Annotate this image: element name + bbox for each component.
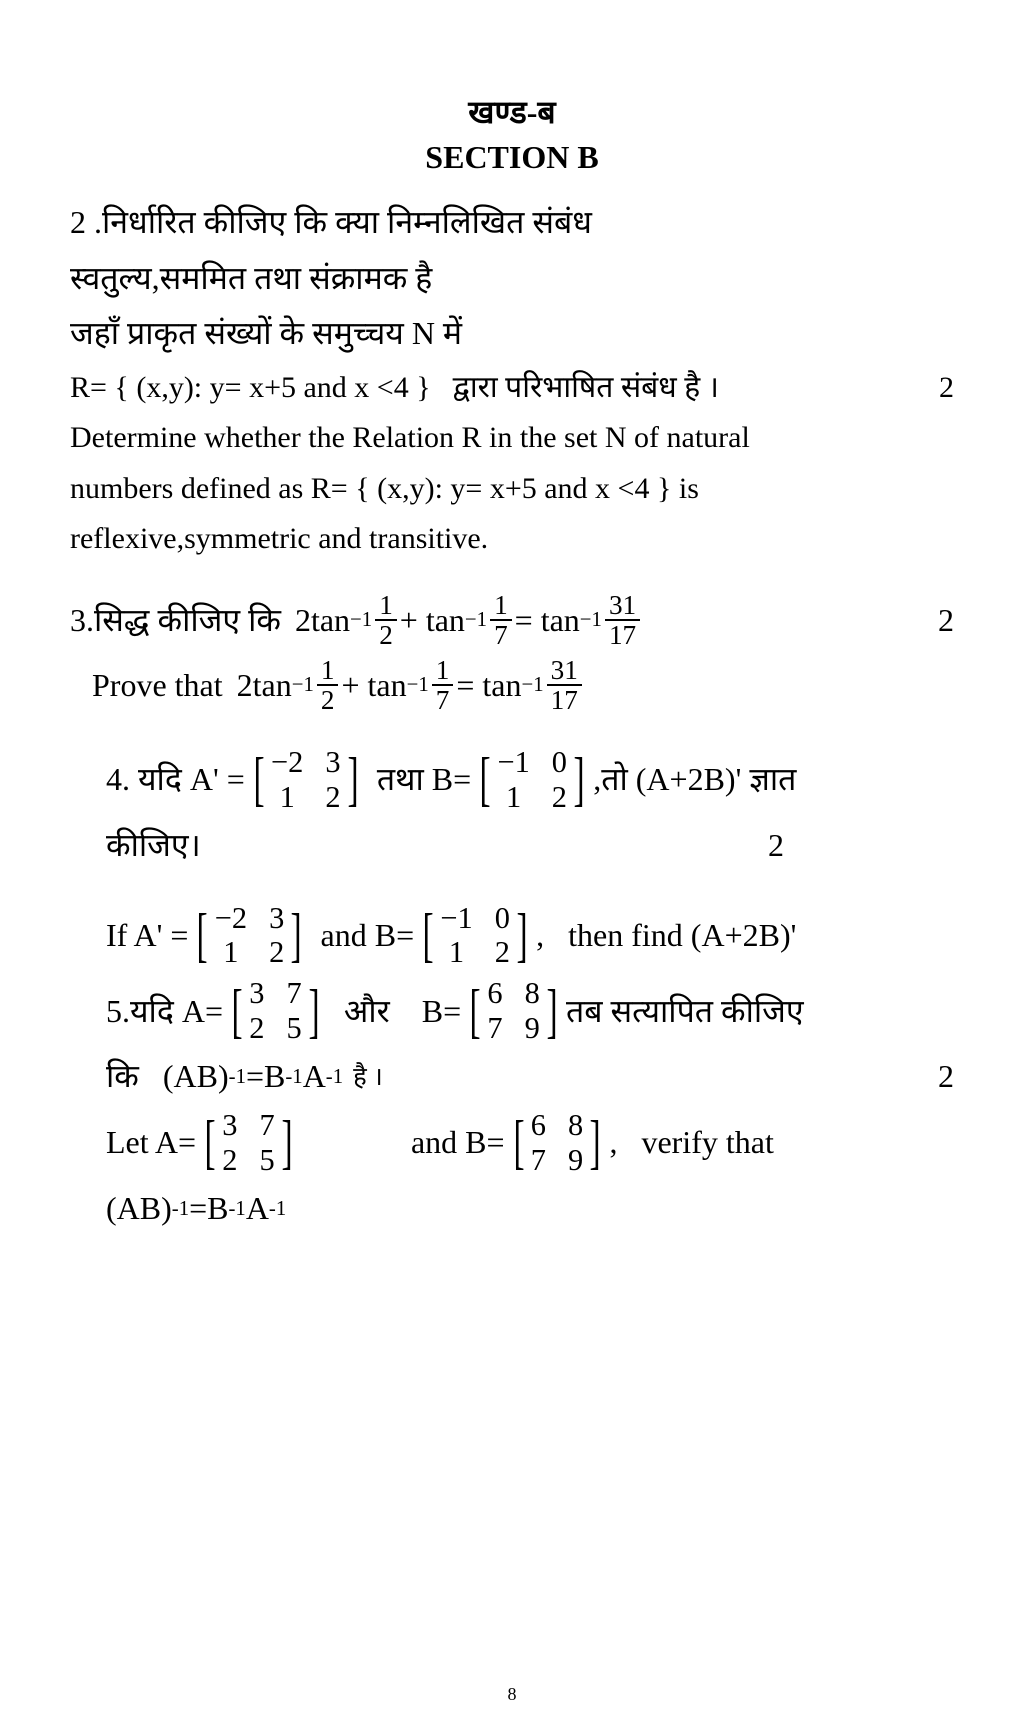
q4-hi-line2: कीजिए। 2 bbox=[70, 821, 954, 871]
q4-en-post: , then find (A+2B)' bbox=[536, 911, 796, 961]
q3-en: Prove that 2tan−1 12 + tan−1 17 = tan−1 … bbox=[70, 656, 954, 715]
q5-matrix-a: [ 37 25 ] bbox=[227, 976, 324, 1046]
q3-marks: 2 bbox=[918, 596, 954, 646]
q5-en-line2: (AB)-1=B-1A-1 bbox=[70, 1184, 954, 1234]
q5-hi-pre: 5.यदि A= bbox=[106, 987, 223, 1037]
q4-hi-pre: 4. यदि A' = bbox=[106, 755, 245, 805]
q5-matrix-b: [ 68 79 ] bbox=[465, 976, 562, 1046]
q4-matrix-b: [ −10 12 ] bbox=[475, 745, 589, 815]
q3-inv2: −1 bbox=[465, 604, 487, 636]
q2-relation-def: R= { (x,y): y= x+5 and x <4 } bbox=[70, 365, 431, 412]
q3-frac1: 12 bbox=[375, 591, 397, 650]
q5-hi-post: तब सत्यापित कीजिए bbox=[566, 987, 804, 1037]
q5-en-pre: Let A= bbox=[106, 1118, 196, 1168]
q5-marks: 2 bbox=[918, 1052, 954, 1102]
q2-hi-line4: R= { (x,y): y= x+5 and x <4 } द्वारा परि… bbox=[70, 365, 954, 412]
q4-hi-mid: तथा B= bbox=[377, 755, 471, 805]
q3-2tan: 2tan bbox=[295, 596, 350, 646]
page-number: 8 bbox=[0, 1684, 1024, 1705]
q2-en-line2: numbers defined as R= { (x,y): y= x+5 an… bbox=[70, 466, 954, 513]
q2-hi-tail: द्वारा परिभाषित संबंध है । bbox=[453, 365, 719, 412]
section-title-hi: खण्ड-ब bbox=[70, 90, 954, 133]
q5-en-mid: and B= bbox=[411, 1118, 505, 1168]
q2-marks: 2 bbox=[919, 365, 954, 412]
q3-frac2: 17 bbox=[490, 591, 512, 650]
q3-eq: = tan bbox=[515, 596, 580, 646]
q4-marks: 2 bbox=[748, 821, 954, 871]
q4-matrix-a: [ −23 12 ] bbox=[249, 745, 363, 815]
q3-inv1: −1 bbox=[350, 604, 372, 636]
q4-en: If A' = [ −23 12 ] and B= [ −10 12 ] , t… bbox=[70, 901, 954, 971]
q5-en-post: , verify that bbox=[609, 1118, 773, 1168]
section-title-en: SECTION B bbox=[70, 139, 954, 176]
q3-plus: + tan bbox=[400, 596, 465, 646]
q5-hi: 5.यदि A= [ 37 25 ] और B= [ 68 79 ] तब सत… bbox=[70, 976, 954, 1046]
q3-frac3: 3117 bbox=[605, 591, 640, 650]
q2-hi-line2: स्वतुल्य,सममित तथा संक्रामक है bbox=[70, 254, 954, 304]
q4-hi: 4. यदि A' = [ −23 12 ] तथा B= [ −10 12 ]… bbox=[70, 745, 954, 815]
q5-hi-line2: कि (AB)-1=B-1A-1 है । 2 bbox=[70, 1052, 954, 1102]
q3-inv3: −1 bbox=[580, 604, 602, 636]
q4-hi-post: ,तो (A+2B)' ज्ञात bbox=[593, 755, 796, 805]
q3-hi: 3.सिद्ध कीजिए कि 2tan−1 12 + tan−1 17 = … bbox=[70, 591, 954, 650]
q2-en-line1: Determine whether the Relation R in the … bbox=[70, 415, 954, 462]
q3-en-pre: Prove that bbox=[92, 661, 223, 711]
q2-hi-line1: 2 .निर्धारित कीजिए कि क्या निम्नलिखित सं… bbox=[70, 198, 954, 248]
q2-en-line3: reflexive,symmetric and transitive. bbox=[70, 516, 954, 563]
q3-hi-pre: 3.सिद्ध कीजिए कि bbox=[70, 596, 281, 646]
q2-hi-line3: जहाँ प्राकृत संख्यों के समुच्चय N में bbox=[70, 309, 954, 359]
q5-hi-mid: और B= bbox=[344, 987, 461, 1037]
q4-en-pre: If A' = bbox=[106, 911, 188, 961]
q5-en: Let A= [ 37 25 ] and B= [ 68 79 ] , veri… bbox=[70, 1108, 954, 1178]
q4-en-mid: and B= bbox=[321, 911, 415, 961]
